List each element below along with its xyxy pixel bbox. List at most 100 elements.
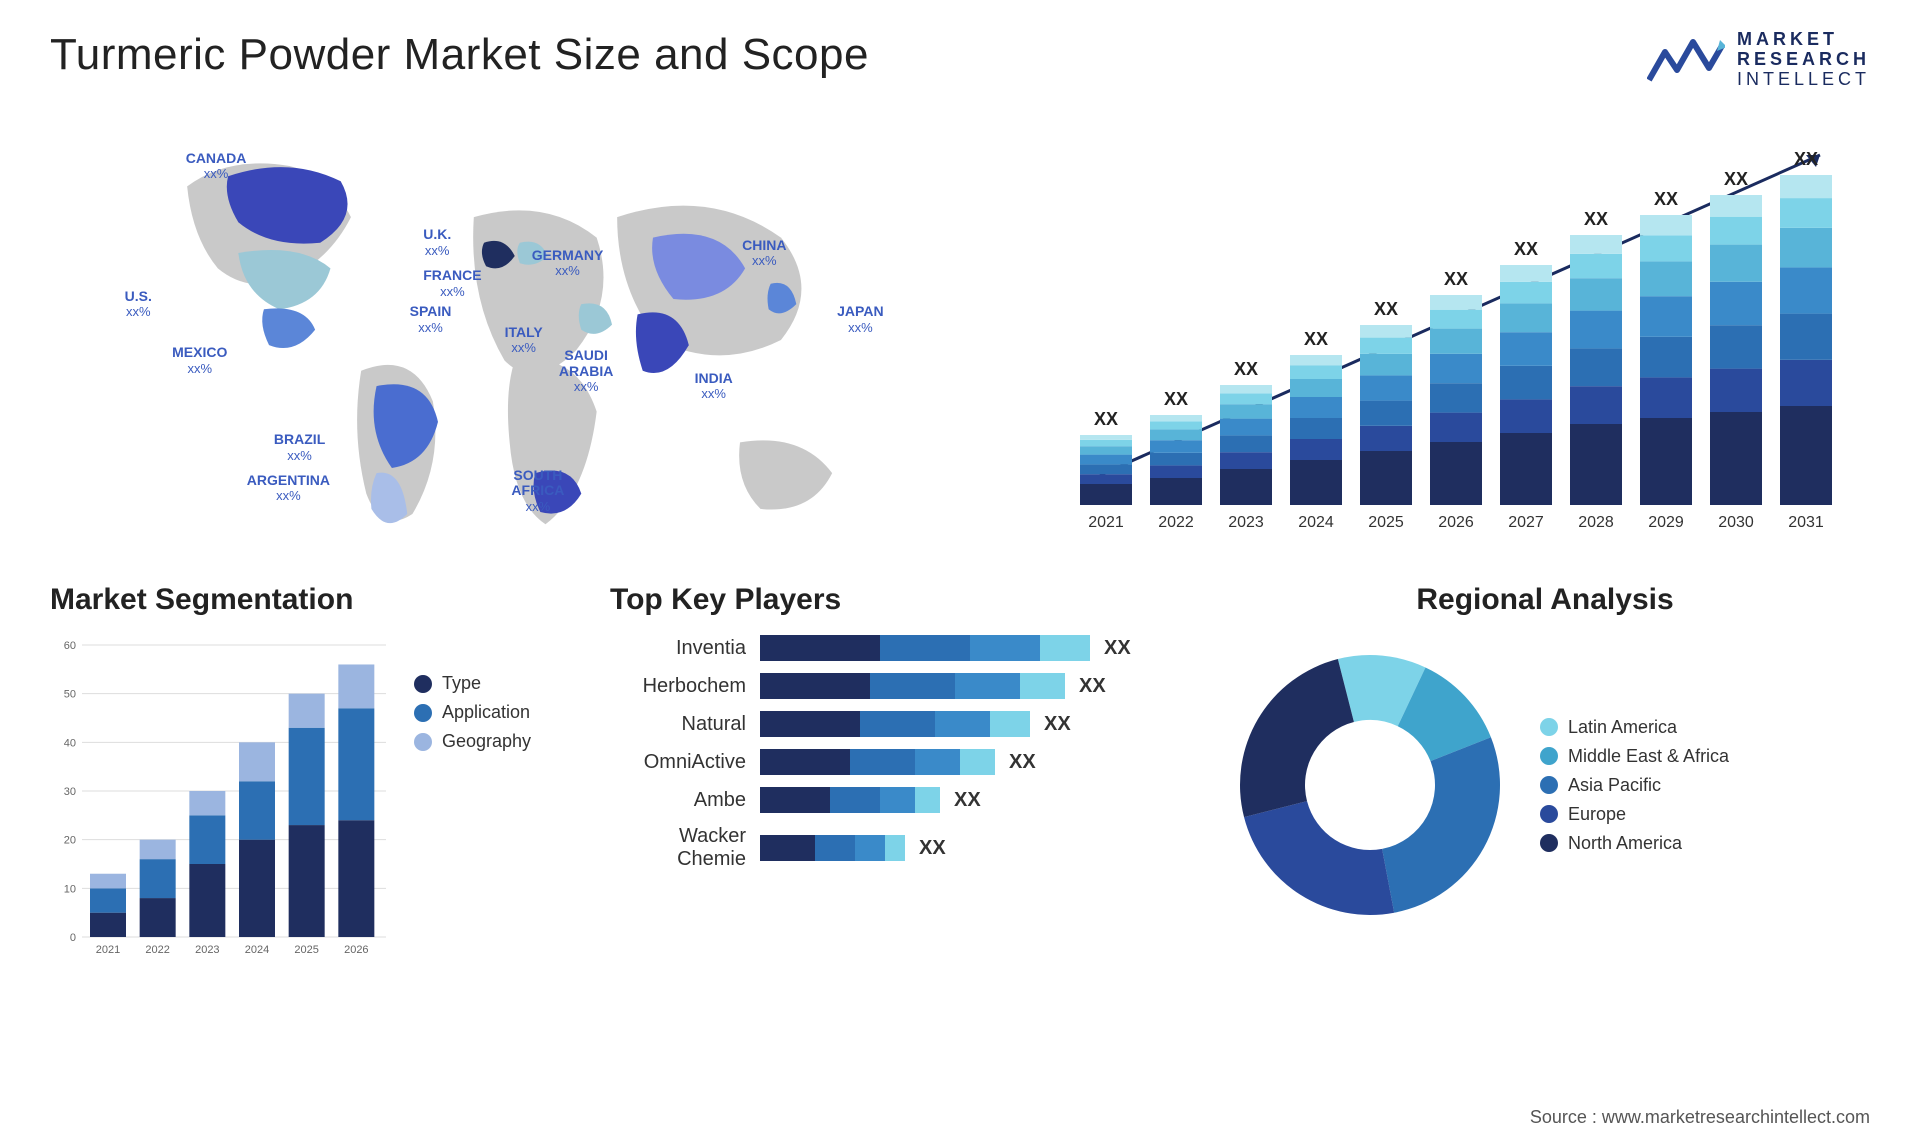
segmentation-panel: Market Segmentation 01020304050602021202… bbox=[50, 583, 580, 1013]
player-name: Wacker Chemie bbox=[610, 825, 760, 871]
region-legend-middle-east-africa: Middle East & Africa bbox=[1540, 746, 1740, 767]
svg-text:XX: XX bbox=[1794, 149, 1818, 169]
svg-text:XX: XX bbox=[1444, 269, 1468, 289]
regional-panel: Regional Analysis Latin America Middle Ea… bbox=[1220, 583, 1870, 1013]
svg-text:50: 50 bbox=[64, 689, 76, 701]
player-row-ambe: Ambe XX bbox=[610, 787, 1190, 813]
player-value: XX bbox=[1044, 713, 1071, 736]
regional-title: Regional Analysis bbox=[1220, 583, 1870, 617]
seg-legend-application: Application bbox=[414, 702, 580, 723]
growth-chart-svg: XX 2021 XX 2022 XX 2023 XX 2024 XX 2025 XX 2026 XX 20… bbox=[1040, 125, 1870, 545]
player-value: XX bbox=[954, 789, 981, 812]
segmentation-chart: 0102030405060202120222023202420252026 bbox=[50, 635, 390, 965]
map-label-india: INDIAxx% bbox=[695, 371, 733, 402]
map-label-south-africa: SOUTHAFRICAxx% bbox=[511, 468, 564, 514]
svg-text:2027: 2027 bbox=[1508, 514, 1544, 531]
map-label-u-k-: U.K.xx% bbox=[423, 227, 451, 258]
svg-text:XX: XX bbox=[1654, 189, 1678, 209]
player-value: XX bbox=[1079, 675, 1106, 698]
player-value: XX bbox=[1104, 637, 1131, 660]
svg-text:XX: XX bbox=[1584, 209, 1608, 229]
world-map-panel: CANADAxx%U.S.xx%MEXICOxx%BRAZILxx%ARGENT… bbox=[50, 125, 1000, 555]
svg-text:2021: 2021 bbox=[1088, 514, 1124, 531]
segmentation-legend: Type Application Geography bbox=[414, 635, 580, 965]
map-label-germany: GERMANYxx% bbox=[532, 248, 604, 279]
player-value: XX bbox=[1009, 751, 1036, 774]
segmentation-title: Market Segmentation bbox=[50, 583, 580, 617]
player-bar bbox=[760, 673, 1065, 699]
svg-text:XX: XX bbox=[1304, 329, 1328, 349]
player-name: Inventia bbox=[610, 637, 760, 660]
player-bar bbox=[760, 711, 1030, 737]
svg-text:XX: XX bbox=[1164, 389, 1188, 409]
svg-text:30: 30 bbox=[64, 786, 76, 798]
players-title: Top Key Players bbox=[610, 583, 1190, 617]
page-title: Turmeric Powder Market Size and Scope bbox=[50, 30, 869, 80]
player-bar bbox=[760, 635, 1090, 661]
svg-text:2028: 2028 bbox=[1578, 514, 1614, 531]
map-label-italy: ITALYxx% bbox=[505, 325, 543, 356]
brand-logo: MARKET RESEARCH INTELLECT bbox=[1647, 30, 1870, 90]
regional-donut bbox=[1220, 635, 1520, 935]
player-row-herbochem: Herbochem XX bbox=[610, 673, 1190, 699]
svg-text:XX: XX bbox=[1094, 409, 1118, 429]
region-legend-north-america: North America bbox=[1540, 833, 1740, 854]
logo-line1: MARKET bbox=[1737, 30, 1870, 50]
svg-text:2026: 2026 bbox=[1438, 514, 1474, 531]
svg-text:2024: 2024 bbox=[1298, 514, 1334, 531]
svg-text:40: 40 bbox=[64, 737, 76, 749]
player-bar bbox=[760, 749, 995, 775]
svg-text:2031: 2031 bbox=[1788, 514, 1824, 531]
svg-text:2025: 2025 bbox=[1368, 514, 1404, 531]
map-label-france: FRANCExx% bbox=[423, 268, 481, 299]
player-row-inventia: Inventia XX bbox=[610, 635, 1190, 661]
svg-text:2029: 2029 bbox=[1648, 514, 1684, 531]
player-bar bbox=[760, 835, 905, 861]
map-label-china: CHINAxx% bbox=[742, 238, 786, 269]
regional-legend: Latin America Middle East & Africa Asia Pa… bbox=[1540, 709, 1740, 862]
svg-text:2023: 2023 bbox=[1228, 514, 1264, 531]
svg-text:2025: 2025 bbox=[294, 944, 318, 956]
map-label-japan: JAPANxx% bbox=[837, 304, 883, 335]
player-value: XX bbox=[919, 837, 946, 860]
map-region-mexico bbox=[262, 308, 315, 348]
logo-line2: RESEARCH bbox=[1737, 50, 1870, 70]
svg-text:0: 0 bbox=[70, 932, 76, 944]
svg-text:20: 20 bbox=[64, 835, 76, 847]
player-name: Herbochem bbox=[610, 675, 760, 698]
svg-text:2024: 2024 bbox=[245, 944, 269, 956]
svg-text:2021: 2021 bbox=[96, 944, 120, 956]
map-label-u-s-: U.S.xx% bbox=[125, 289, 152, 320]
players-list: InventiaXXHerbochemXXNaturalXXOmniActive… bbox=[610, 635, 1190, 871]
region-legend-latin-america: Latin America bbox=[1540, 717, 1740, 738]
seg-legend-geography: Geography bbox=[414, 731, 580, 752]
player-name: Natural bbox=[610, 713, 760, 736]
svg-text:60: 60 bbox=[64, 640, 76, 652]
player-row-natural: Natural XX bbox=[610, 711, 1190, 737]
map-label-spain: SPAINxx% bbox=[410, 304, 452, 335]
svg-text:XX: XX bbox=[1374, 299, 1398, 319]
player-bar bbox=[760, 787, 940, 813]
growth-chart: XX 2021 XX 2022 XX 2023 XX 2024 XX 2025 XX 2026 XX 20… bbox=[1040, 125, 1870, 555]
map-label-canada: CANADAxx% bbox=[186, 151, 247, 182]
player-row-wacker-chemie: Wacker Chemie XX bbox=[610, 825, 1190, 871]
map-label-mexico: MEXICOxx% bbox=[172, 345, 227, 376]
logo-icon bbox=[1647, 30, 1725, 90]
player-name: OmniActive bbox=[610, 751, 760, 774]
map-label-argentina: ARGENTINAxx% bbox=[247, 473, 330, 504]
map-label-saudi-arabia: SAUDIARABIAxx% bbox=[559, 348, 613, 394]
svg-text:XX: XX bbox=[1514, 239, 1538, 259]
svg-text:2023: 2023 bbox=[195, 944, 219, 956]
source-attribution: Source : www.marketresearchintellect.com bbox=[1530, 1107, 1870, 1128]
seg-legend-type: Type bbox=[414, 673, 580, 694]
player-row-omniactive: OmniActive XX bbox=[610, 749, 1190, 775]
logo-line3: INTELLECT bbox=[1737, 70, 1870, 90]
svg-text:2022: 2022 bbox=[145, 944, 169, 956]
player-name: Ambe bbox=[610, 789, 760, 812]
svg-text:2026: 2026 bbox=[344, 944, 368, 956]
svg-text:XX: XX bbox=[1234, 359, 1258, 379]
region-legend-europe: Europe bbox=[1540, 804, 1740, 825]
svg-text:2030: 2030 bbox=[1718, 514, 1754, 531]
svg-text:2022: 2022 bbox=[1158, 514, 1194, 531]
region-legend-asia-pacific: Asia Pacific bbox=[1540, 775, 1740, 796]
